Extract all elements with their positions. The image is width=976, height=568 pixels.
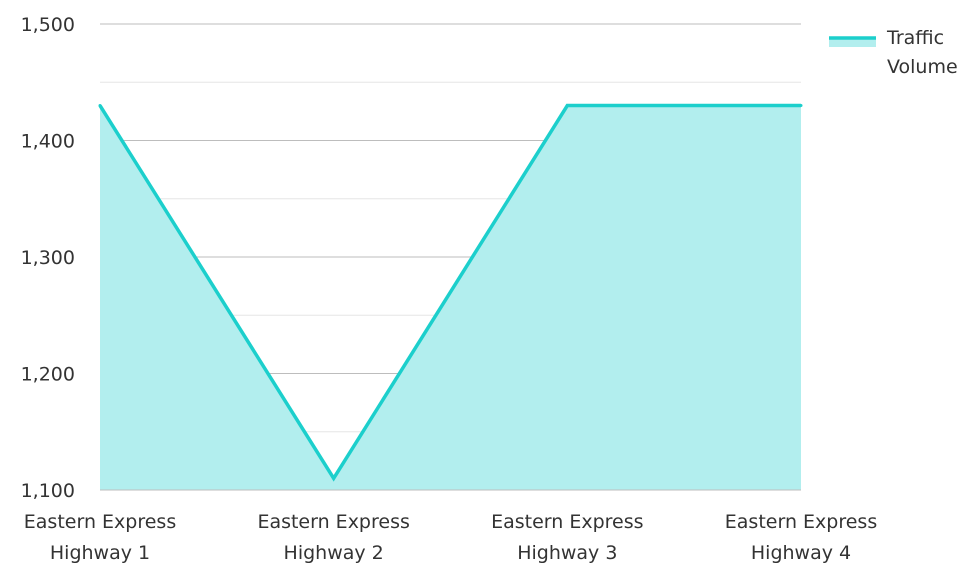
series-area bbox=[100, 105, 801, 491]
y-tick-label: 1,300 bbox=[21, 247, 75, 269]
x-axis: Eastern Express Highway 1 Eastern Express H… bbox=[24, 489, 877, 564]
legend: Traffic Volume bbox=[829, 27, 958, 78]
x-category-label: Eastern Express Highway 4 bbox=[725, 511, 877, 564]
data-point bbox=[332, 476, 336, 480]
y-tick-label: 1,400 bbox=[21, 131, 75, 153]
x-category-label: Eastern Express Highway 1 bbox=[24, 511, 176, 564]
data-point bbox=[565, 104, 569, 108]
legend-label: Traffic Volume bbox=[886, 27, 958, 78]
data-point bbox=[799, 104, 803, 108]
y-tick-label: 1,500 bbox=[21, 14, 75, 36]
y-axis: 1,100 1,200 1,300 1,400 1,500 bbox=[21, 14, 75, 502]
x-category-label: Eastern Express Highway 3 bbox=[491, 511, 643, 564]
y-tick-label: 1,100 bbox=[21, 480, 75, 502]
legend-swatch-fill bbox=[829, 38, 876, 47]
series-line bbox=[98, 103, 801, 482]
y-tick-label: 1,200 bbox=[21, 364, 75, 386]
x-category-label: Eastern Express Highway 2 bbox=[257, 511, 409, 564]
series-line-layer bbox=[98, 103, 803, 482]
series-area-layer bbox=[100, 105, 801, 491]
data-point bbox=[98, 104, 102, 108]
